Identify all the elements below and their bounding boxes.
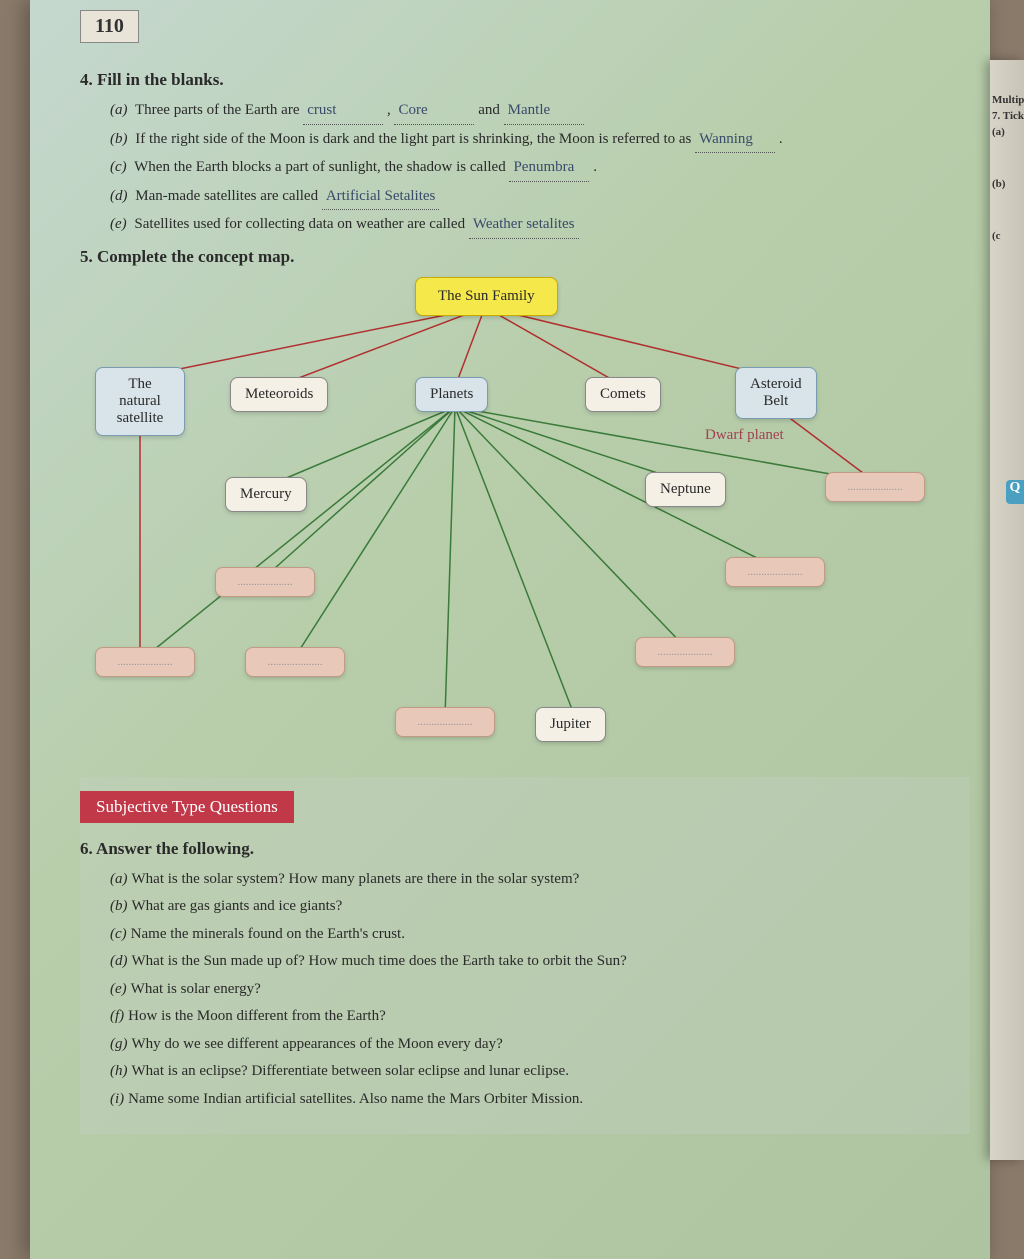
concept-node: Neptune [645, 472, 726, 507]
concept-map-edges [85, 277, 965, 757]
item-text: Satellites used for collecting data on w… [134, 216, 468, 232]
concept-node: .................... [395, 707, 495, 737]
item-label: (e) [110, 981, 127, 997]
item-label: (e) [110, 216, 127, 232]
q6-item: (c)Name the minerals found on the Earth'… [110, 922, 970, 948]
concept-node: .................... [825, 472, 925, 502]
q4-list: (a) Three parts of the Earth are crust ,… [110, 98, 970, 239]
item-text: Three parts of the Earth are [135, 102, 303, 118]
item-text: Why do we see different appearances of t… [132, 1036, 503, 1052]
concept-map: The Sun Family Thenaturalsatellite Meteoro… [85, 277, 965, 757]
item-text: What is an eclipse? Differentiate betwee… [132, 1063, 569, 1079]
blank-answer: Penumbra [509, 155, 589, 182]
blank-answer: Artificial Setalites [322, 184, 440, 211]
q4-item-c: (c) When the Earth blocks a part of sunl… [110, 155, 970, 182]
item-label: (c) [110, 159, 127, 175]
next-page-text: 7. Tick [992, 110, 1022, 122]
item-label: (a) [110, 871, 128, 887]
q6-item: (g)Why do we see different appearances o… [110, 1032, 970, 1058]
item-text: . [593, 159, 597, 175]
item-text: . [779, 131, 783, 147]
concept-node: .................... [725, 557, 825, 587]
concept-node: .................... [635, 637, 735, 667]
subjective-section: Subjective Type Questions 6. Answer the … [80, 777, 970, 1135]
concept-node: Jupiter [535, 707, 606, 742]
item-text: If the right side of the Moon is dark an… [135, 131, 695, 147]
item-text: How is the Moon different from the Earth… [128, 1008, 386, 1024]
next-page-text: (b) [992, 178, 1022, 190]
q6-item: (h)What is an eclipse? Differentiate bet… [110, 1059, 970, 1085]
item-label: (i) [110, 1091, 124, 1107]
concept-node: Planets [415, 377, 488, 412]
blank-answer: Weather setalites [469, 212, 579, 239]
concept-node: .................... [95, 647, 195, 677]
item-label: (f) [110, 1008, 124, 1024]
item-label: (d) [110, 188, 128, 204]
q6-item: (e)What is solar energy? [110, 977, 970, 1003]
dwarf-planet-label: Dwarf planet [705, 427, 784, 444]
blank-answer: Wanning [695, 127, 775, 154]
item-text: and [478, 102, 503, 118]
blank-answer: Mantle [504, 98, 584, 125]
q5-heading: 5. Complete the concept map. [80, 247, 970, 267]
q4-item-d: (d) Man-made satellites are called Artif… [110, 184, 970, 211]
concept-node: AsteroidBelt [735, 367, 817, 419]
item-label: (h) [110, 1063, 128, 1079]
item-text: Name some Indian artificial satellites. … [128, 1091, 583, 1107]
item-text: What are gas giants and ice giants? [132, 898, 343, 914]
q6-item: (f) How is the Moon different from the Ea… [110, 1004, 970, 1030]
textbook-page: 110 4. Fill in the blanks. (a) Three par… [30, 0, 990, 1259]
next-page-edge: Multiple 7. Tick (a) (b) (c [990, 60, 1024, 1160]
item-text: What is the solar system? How many plane… [132, 871, 580, 887]
item-label: (c) [110, 926, 127, 942]
next-page-text: (c [992, 230, 1022, 242]
item-label: (g) [110, 1036, 128, 1052]
next-page-text: Multiple [992, 94, 1022, 106]
item-text: , [387, 102, 395, 118]
item-label: (a) [110, 102, 128, 118]
concept-node: Mercury [225, 477, 307, 512]
item-text: When the Earth blocks a part of sunlight… [134, 159, 509, 175]
item-text: What is solar energy? [131, 981, 261, 997]
concept-node: Meteoroids [230, 377, 328, 412]
page-content: 4. Fill in the blanks. (a) Three parts o… [80, 70, 970, 1134]
q6-item: (a)What is the solar system? How many pl… [110, 867, 970, 893]
concept-node: Thenaturalsatellite [95, 367, 185, 436]
blank-answer: crust [303, 98, 383, 125]
q6-heading: 6. Answer the following. [80, 839, 970, 859]
concept-node: .................... [215, 567, 315, 597]
item-text: What is the Sun made up of? How much tim… [132, 953, 627, 969]
section-banner: Subjective Type Questions [80, 791, 294, 823]
concept-root-node: The Sun Family [415, 277, 558, 316]
blank-answer: Core [394, 98, 474, 125]
q6-item: (b)What are gas giants and ice giants? [110, 894, 970, 920]
q4-item-b: (b) If the right side of the Moon is dar… [110, 127, 970, 154]
q6-item: (d)What is the Sun made up of? How much … [110, 949, 970, 975]
next-page-text: (a) [992, 126, 1022, 138]
item-label: (b) [110, 898, 128, 914]
q4-heading: 4. Fill in the blanks. [80, 70, 970, 90]
page-number: 110 [80, 10, 139, 43]
q4-item-a: (a) Three parts of the Earth are crust ,… [110, 98, 970, 125]
item-text: Man-made satellites are called [135, 188, 322, 204]
side-tab: Q [1006, 480, 1024, 504]
item-text: Name the minerals found on the Earth's c… [131, 926, 405, 942]
q4-item-e: (e) Satellites used for collecting data … [110, 212, 970, 239]
concept-node: .................... [245, 647, 345, 677]
q6-item: (i) Name some Indian artificial satellite… [110, 1087, 970, 1113]
q6-list: (a)What is the solar system? How many pl… [110, 867, 970, 1113]
item-label: (d) [110, 953, 128, 969]
concept-node: Comets [585, 377, 661, 412]
item-label: (b) [110, 131, 128, 147]
